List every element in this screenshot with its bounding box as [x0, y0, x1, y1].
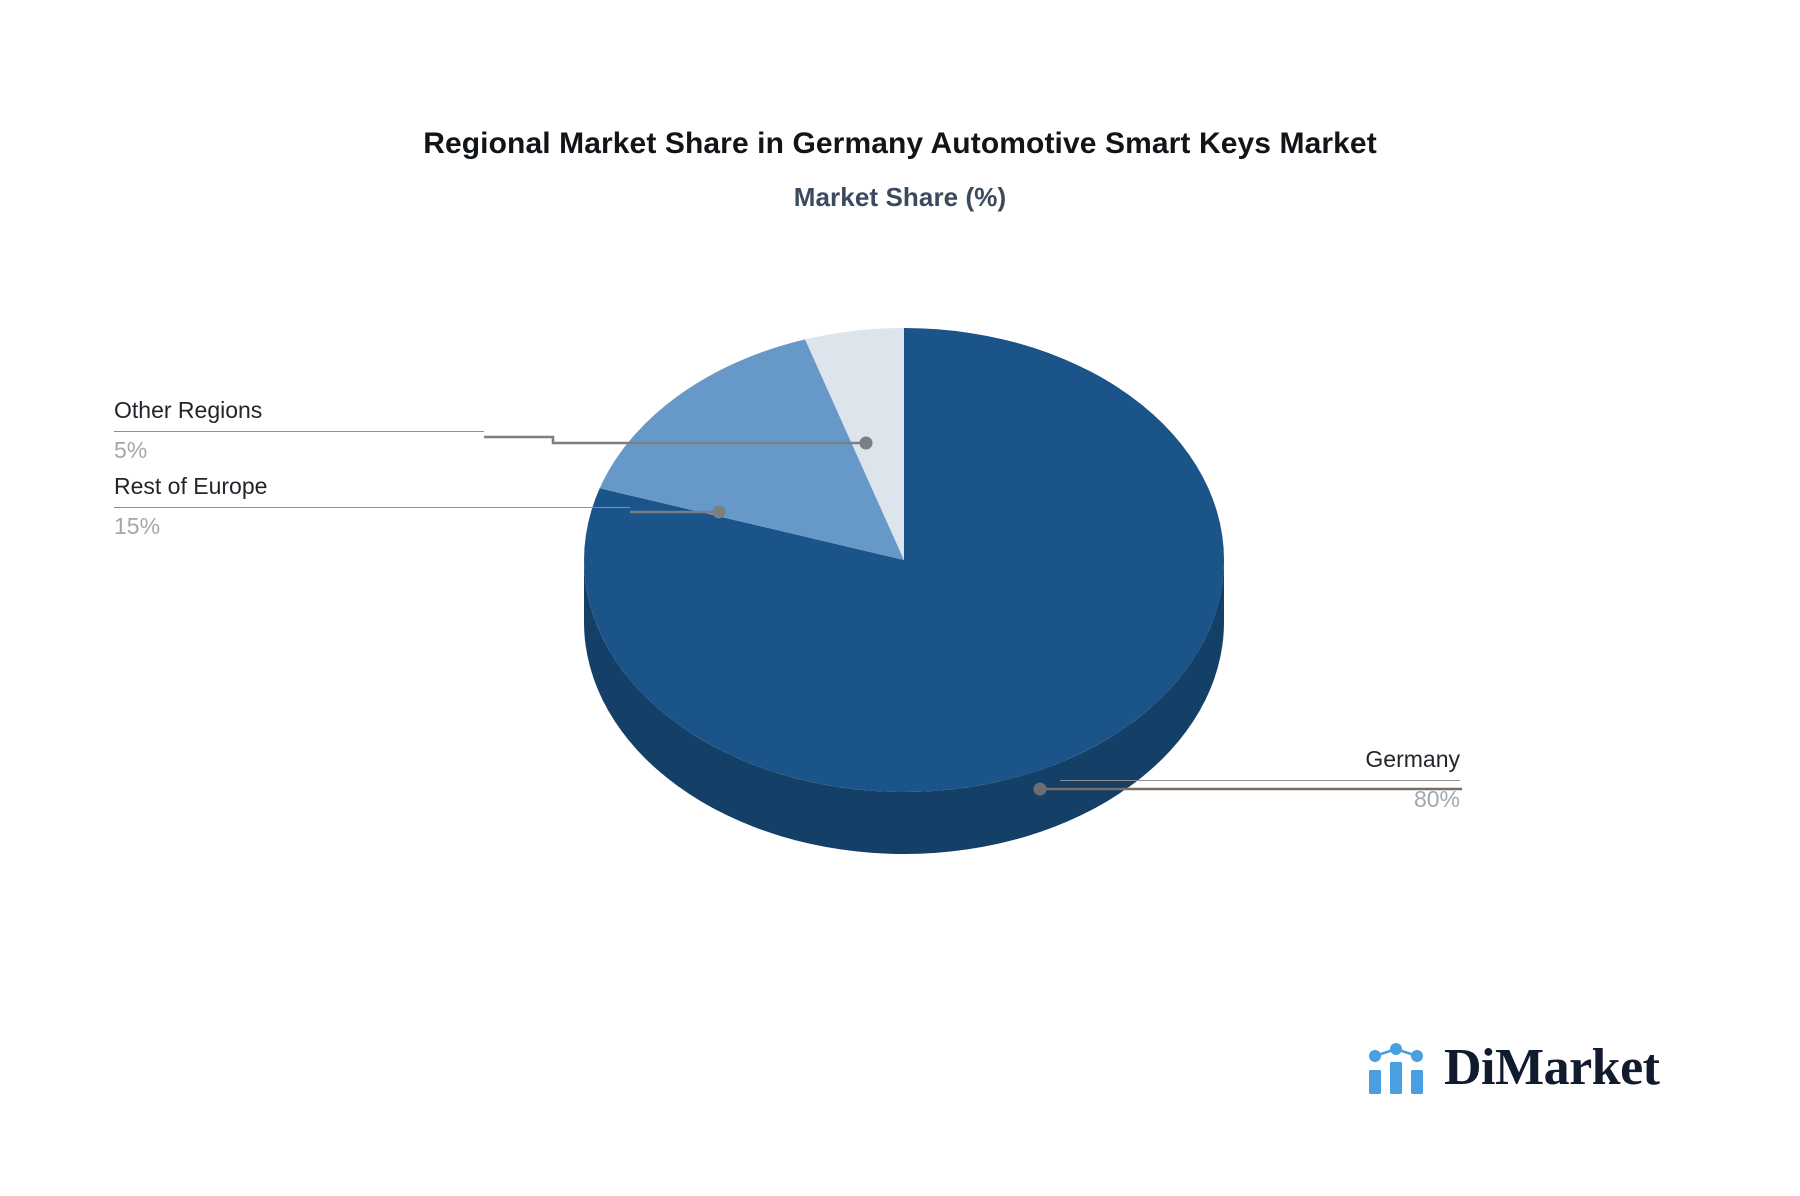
callout-rule	[114, 430, 484, 432]
dimarket-logo: DiMarket	[1368, 1039, 1660, 1096]
chart-subtitle: Market Share (%)	[793, 182, 1007, 212]
callout-other-regions[interactable]: Other Regions 5%	[114, 396, 484, 465]
callout-rule	[1060, 779, 1460, 781]
pie-slice-germany[interactable]	[584, 328, 1225, 792]
logo-wordmark: DiMarket	[1444, 1039, 1660, 1096]
callout-label-rest-of-europe: Rest of Europe	[114, 473, 268, 499]
callout-germany[interactable]: Germany 80%	[1060, 745, 1460, 814]
callout-rest-of-europe[interactable]: Rest of Europe 15%	[114, 472, 630, 541]
callout-rule	[114, 506, 630, 508]
callout-value-other-regions: 5%	[114, 436, 148, 463]
leader-line-germany	[1033, 782, 1462, 796]
callout-label-other-regions: Other Regions	[114, 397, 263, 423]
bar-chart-icon	[1369, 1043, 1423, 1094]
callout-value-germany: 80%	[1413, 785, 1460, 812]
leader-line-rest-of-europe	[630, 505, 726, 519]
chart-header: Regional Market Share in Germany Automot…	[0, 126, 1800, 213]
chart-title: Regional Market Share in Germany Automot…	[423, 127, 1377, 160]
leader-line-other-regions	[484, 435, 873, 450]
callout-label-germany: Germany	[1365, 746, 1460, 772]
callout-value-rest-of-europe: 15%	[114, 512, 161, 539]
pie-slice-rest-of-europe[interactable]	[599, 339, 904, 560]
